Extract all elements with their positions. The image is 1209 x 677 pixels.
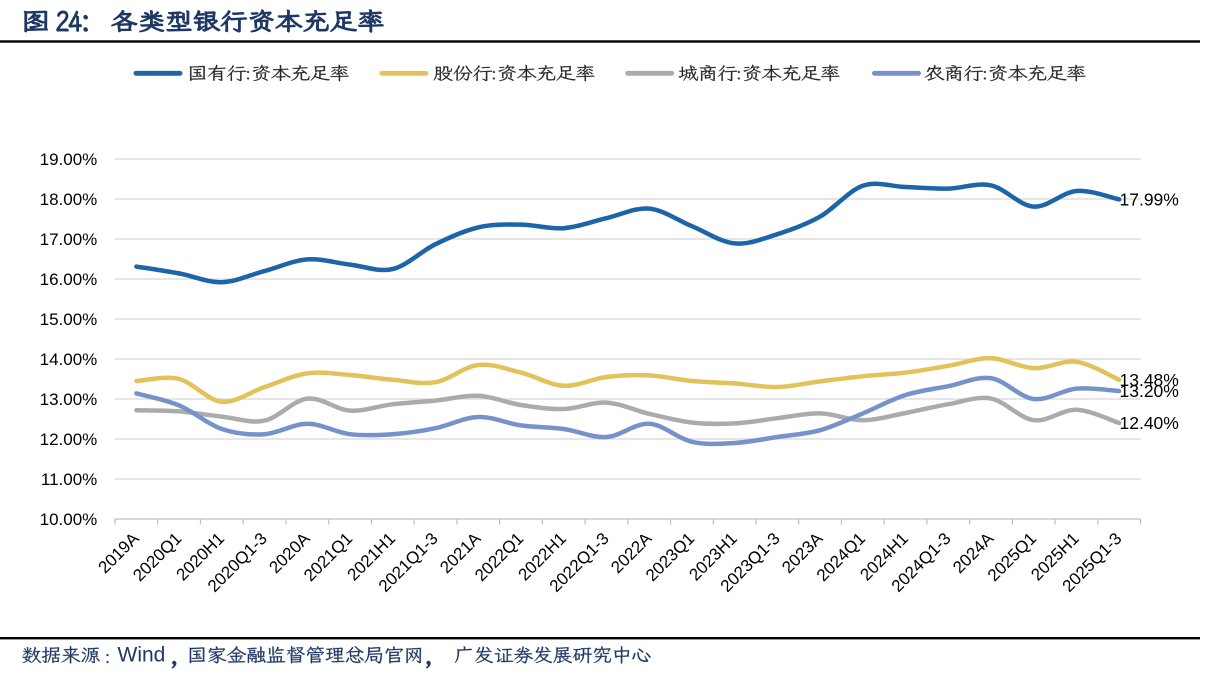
svg-text:15.00%: 15.00% [40,310,98,329]
svg-text:Wind: Wind [118,644,166,667]
svg-text:11.00%: 11.00% [41,470,97,489]
svg-text:10.00%: 10.00% [40,510,98,529]
svg-text:13.00%: 13.00% [40,390,98,409]
svg-text:13.20%: 13.20% [1120,381,1179,401]
svg-text:18.00%: 18.00% [40,190,98,209]
svg-text:12.40%: 12.40% [1120,413,1179,433]
svg-text:17.99%: 17.99% [1120,190,1179,210]
svg-text:19.00%: 19.00% [40,150,98,169]
svg-text:14.00%: 14.00% [40,350,98,369]
svg-text:13.48%: 13.48% [1120,370,1179,390]
svg-text:17.00%: 17.00% [40,230,98,249]
svg-text:16.00%: 16.00% [40,270,98,289]
svg-text:12.00%: 12.00% [40,430,98,449]
